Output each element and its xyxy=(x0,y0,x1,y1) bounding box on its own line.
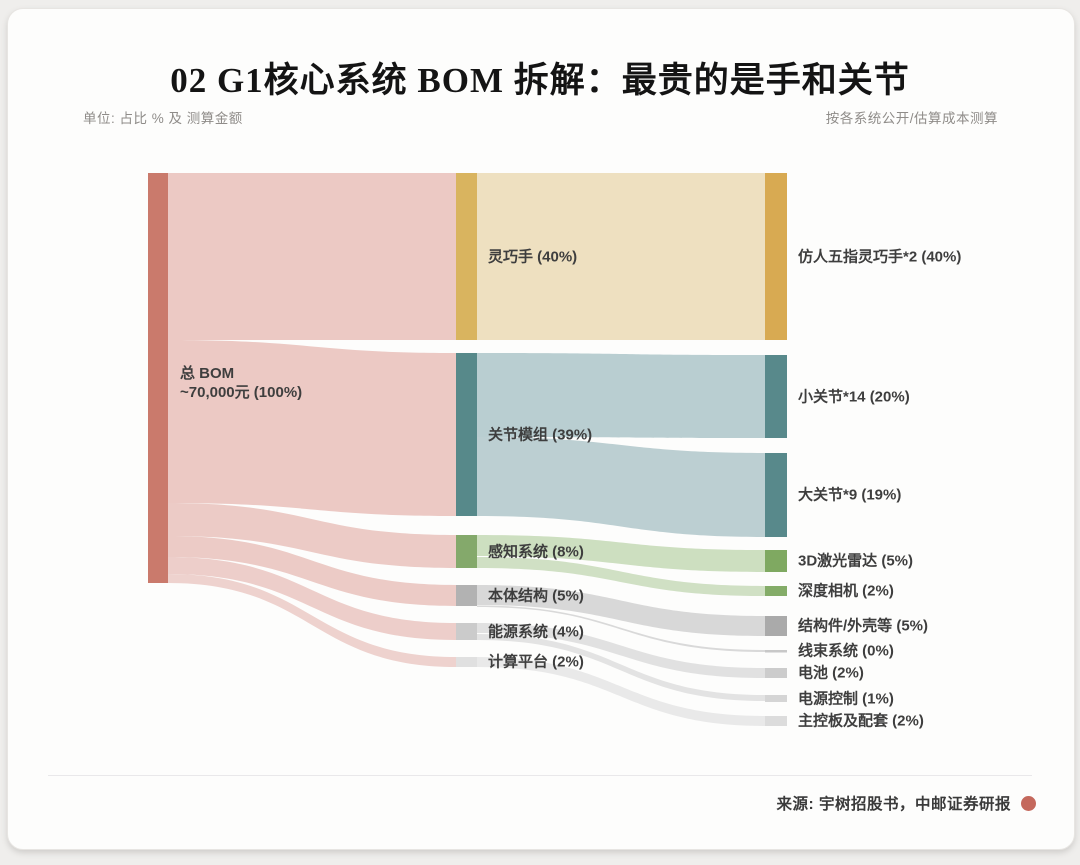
sankey-node-label-struct: 结构件/外壳等 (5%) xyxy=(798,617,929,635)
sankey-link-joint-smalljoint[interactable] xyxy=(477,353,765,438)
sankey-node-label-total: 总 BOM ~70,000元 (100%) xyxy=(180,364,303,401)
sankey-node-label-powerctl: 电源控制 (1%) xyxy=(798,689,894,707)
sankey-link-percep-depthcam[interactable] xyxy=(477,557,765,596)
sankey-node-label-hand: 灵巧手 (40%) xyxy=(488,247,578,265)
sankey-node-wire[interactable] xyxy=(765,650,787,653)
brand-dot-icon xyxy=(1021,795,1036,811)
sankey-node-smalljoint[interactable] xyxy=(765,355,787,438)
sankey-node-label-joint: 关节模组 (39%) xyxy=(488,425,593,443)
sankey-node-label-body: 本体结构 (5%) xyxy=(488,586,584,604)
unit-note: 单位: 占比 % 及 测算金额 xyxy=(83,111,243,126)
sankey-node-struct[interactable] xyxy=(765,616,787,636)
sankey-link-joint-bigjoint[interactable] xyxy=(477,437,765,537)
sankey-node-label-compute: 计算平台 (2%) xyxy=(488,653,584,671)
sankey-node-depthcam[interactable] xyxy=(765,586,787,596)
sankey-node-label-depthcam: 深度相机 (2%) xyxy=(798,582,894,600)
sankey-link-total-percep[interactable] xyxy=(168,503,456,568)
sankey-node-lidar[interactable] xyxy=(765,550,787,572)
sankey-node-powerctl[interactable] xyxy=(765,695,787,702)
footer-divider xyxy=(48,775,1032,776)
sankey-link-total-compute[interactable] xyxy=(168,574,456,667)
sankey-node-label-battery: 电池 (2%) xyxy=(798,664,864,682)
sankey-link-energy-powerctl[interactable] xyxy=(477,634,765,701)
sankey-link-total-hand[interactable] xyxy=(168,173,456,340)
sankey-node-mainboard[interactable] xyxy=(765,716,787,726)
sankey-node-label-percep: 感知系统 (8%) xyxy=(488,542,584,560)
sankey-link-total-body[interactable] xyxy=(168,536,456,606)
sankey-node-joint[interactable] xyxy=(456,353,477,516)
footer: 来源: 宇树招股书，中邮证券研报 xyxy=(777,792,1036,814)
sankey-link-percep-lidar[interactable] xyxy=(477,535,765,572)
sankey-node-compute[interactable] xyxy=(456,657,477,667)
sankey-node-bigjoint[interactable] xyxy=(765,453,787,537)
sankey-node-label-mainboard: 主控板及配套 (2%) xyxy=(798,712,924,730)
page-title: 02 G1核心系统 BOM 拆解：最贵的是手和关节 xyxy=(170,61,910,100)
sankey-link-total-joint[interactable] xyxy=(168,340,456,516)
sankey-node-total[interactable] xyxy=(148,173,168,583)
sankey-node-label-bigjoint: 大关节*9 (19%) xyxy=(798,486,902,504)
method-note: 按各系统公开/估算成本测算 xyxy=(825,111,998,126)
sankey-link-hand-hand5[interactable] xyxy=(477,173,765,340)
sankey-node-label-smalljoint: 小关节*14 (20%) xyxy=(798,387,910,405)
sankey-node-label-lidar: 3D激光雷达 (5%) xyxy=(798,552,914,570)
sankey-link-body-wire[interactable] xyxy=(477,605,765,653)
sankey-node-battery[interactable] xyxy=(765,668,787,678)
sankey-link-body-struct[interactable] xyxy=(477,585,765,636)
sankey-node-body[interactable] xyxy=(456,585,477,606)
sankey-node-label-hand5: 仿人五指灵巧手*2 (40%) xyxy=(798,247,962,265)
sankey-link-energy-battery[interactable] xyxy=(477,623,765,678)
sankey-node-hand5[interactable] xyxy=(765,173,787,340)
source-text: 来源: 宇树招股书，中邮证券研报 xyxy=(776,796,1011,813)
sankey-node-hand[interactable] xyxy=(456,173,477,340)
sankey-node-label-energy: 能源系统 (4%) xyxy=(488,622,584,640)
sankey-link-compute-mainboard[interactable] xyxy=(477,657,765,726)
sankey-node-energy[interactable] xyxy=(456,623,477,640)
sankey-node-percep[interactable] xyxy=(456,535,477,568)
sankey-link-total-energy[interactable] xyxy=(168,557,456,640)
sankey-node-label-wire: 线束系统 (0%) xyxy=(798,642,894,660)
